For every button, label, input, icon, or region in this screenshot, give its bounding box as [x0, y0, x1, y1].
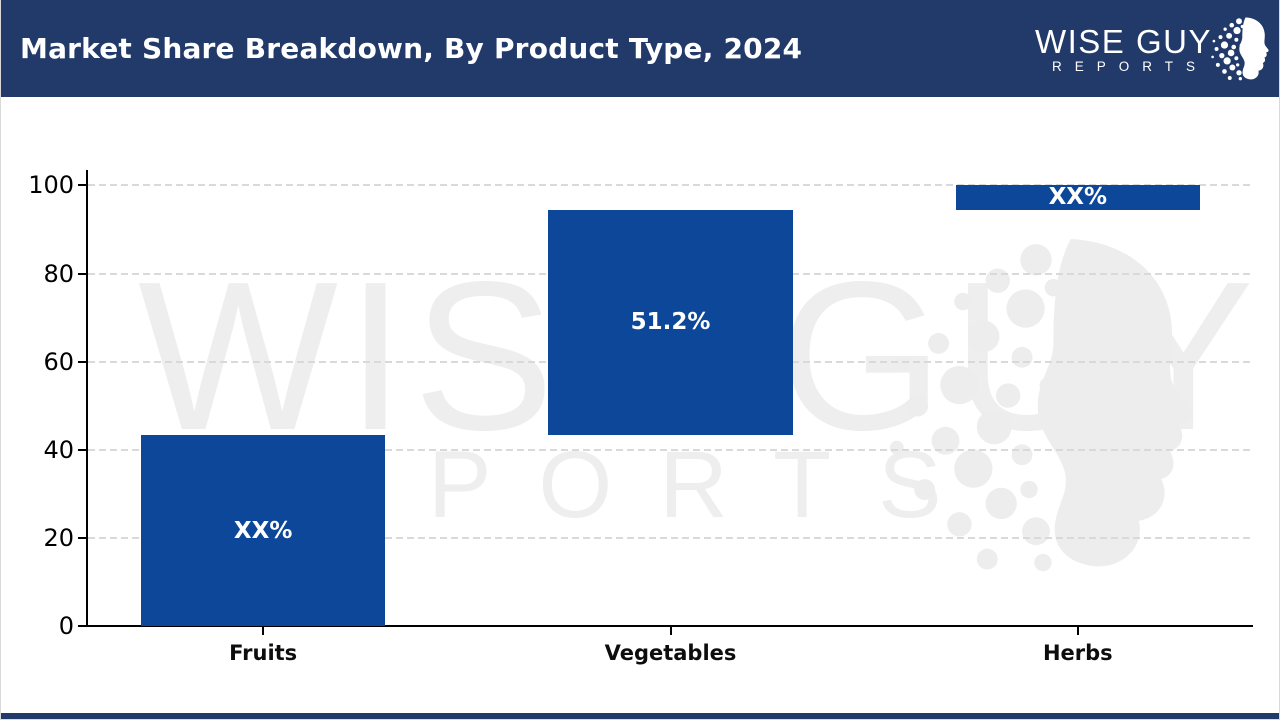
- y-tick-label: 20: [43, 523, 74, 552]
- y-tick-label: 0: [58, 612, 74, 640]
- y-tick-mark: [78, 448, 87, 451]
- footer-bar: [0, 713, 1280, 720]
- header-bar: Market Share Breakdown, By Product Type,…: [0, 0, 1280, 97]
- watermark-face-icon: [889, 238, 1192, 572]
- gridline: [88, 448, 1253, 451]
- gridline: [88, 536, 1253, 539]
- logo-face-icon: [1211, 17, 1269, 81]
- gridline: [88, 184, 1253, 187]
- y-tick-label: 100: [28, 171, 74, 200]
- chart-title: Market Share Breakdown, By Product Type,…: [20, 32, 803, 65]
- brand-logo-text: WISE GUY REPORTS: [1034, 22, 1212, 74]
- x-tick-mark: [1076, 627, 1079, 635]
- y-tick-mark: [78, 360, 87, 363]
- y-tick-label: 60: [43, 347, 74, 376]
- y-tick-label: 40: [43, 435, 74, 464]
- x-tick-mark: [669, 627, 672, 635]
- x-category-label: Herbs: [1042, 641, 1113, 665]
- bar-herbs: [955, 184, 1201, 210]
- brand-name: WISE GUY: [1034, 22, 1212, 60]
- brand-logo: WISE GUY REPORTS: [1035, 7, 1272, 91]
- bar-value-label: 51.2%: [630, 309, 711, 336]
- y-tick-mark: [78, 184, 87, 187]
- bar-value-label: XX%: [233, 517, 293, 544]
- x-tick-mark: [262, 627, 265, 635]
- y-tick-mark: [78, 536, 87, 539]
- x-category-label: Vegetables: [604, 641, 737, 665]
- y-tick-mark: [78, 625, 87, 627]
- x-category-label: Fruits: [229, 641, 298, 665]
- y-tick-mark: [78, 272, 87, 275]
- brand-subtitle: REPORTS: [1051, 58, 1208, 74]
- bar-value-label: XX%: [1048, 184, 1108, 211]
- bar-vegetables: [548, 209, 793, 436]
- bar-fruits: [140, 435, 386, 626]
- y-tick-label: 80: [43, 259, 74, 288]
- y-axis: [86, 170, 88, 627]
- x-axis: [86, 625, 1253, 627]
